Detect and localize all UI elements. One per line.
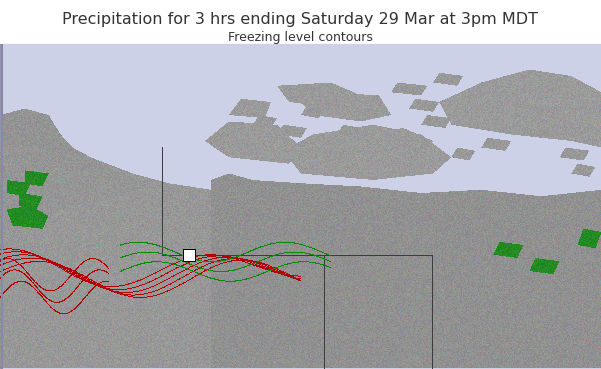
Text: Precipitation for 3 hrs ending Saturday 29 Mar at 3pm MDT: Precipitation for 3 hrs ending Saturday … <box>63 12 538 27</box>
Text: Freezing level contours: Freezing level contours <box>228 31 373 44</box>
